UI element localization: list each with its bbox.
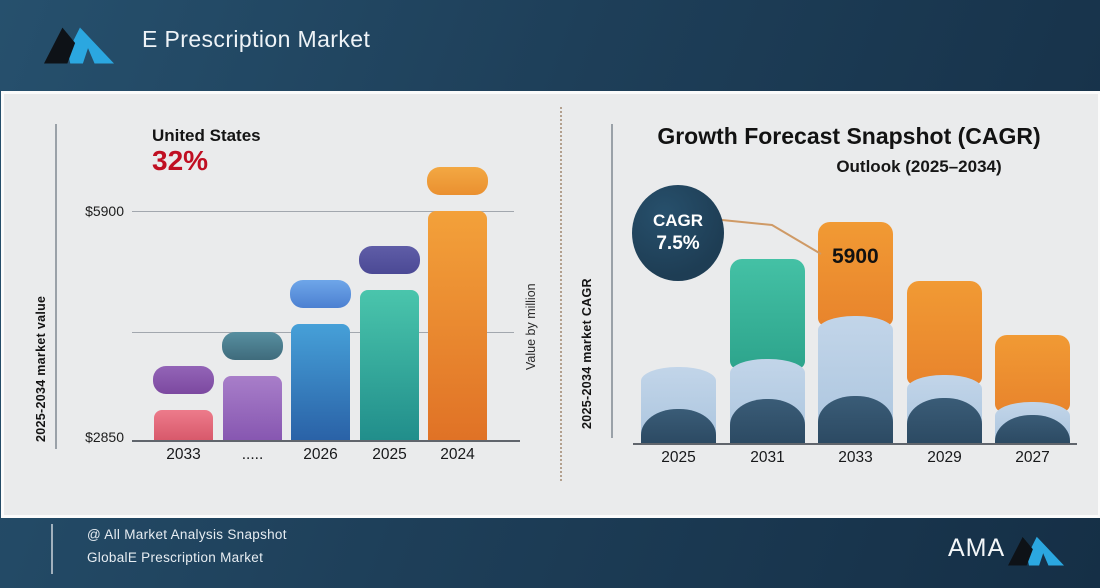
left-pill-2033 xyxy=(153,366,214,394)
right-x-axis-line xyxy=(633,443,1077,445)
left-bar-2025 xyxy=(360,290,419,440)
panel-divider xyxy=(560,107,562,481)
cagr-badge-label: CAGR xyxy=(652,211,704,230)
right-bar-base-2031 xyxy=(730,399,805,443)
left-bar-2024 xyxy=(428,211,487,440)
right-bar-cap-2027 xyxy=(995,335,1070,412)
ama-logo-icon xyxy=(44,27,114,64)
left-x-tick-2026: 2026 xyxy=(303,446,338,463)
left-gridline-5900 xyxy=(132,211,514,212)
footer-divider xyxy=(51,524,53,574)
left-right-axis-label: Value by million xyxy=(524,283,538,370)
bar-value-annotation: 5900 xyxy=(832,245,879,268)
right-chart-subtitle: Outlook (2025–2034) xyxy=(836,157,1002,176)
footer: @ All Market Analysis Snapshot GlobalE P… xyxy=(0,512,1100,588)
right-bar-base-2033 xyxy=(818,396,893,443)
footer-brand-text: AMA xyxy=(948,534,1006,562)
left-y-axis-line xyxy=(55,124,57,449)
page-title: E Prescription Market xyxy=(142,26,371,52)
left-pill-2025 xyxy=(359,246,420,274)
left-chart-title: United States xyxy=(152,126,261,145)
left-x-tick-2024: 2024 xyxy=(440,446,475,463)
right-chart-title: Growth Forecast Snapshot (CAGR) xyxy=(657,123,1041,149)
right-bar-cap-2029 xyxy=(907,281,982,385)
header: E Prescription Market xyxy=(0,0,1100,91)
left-pill-..... xyxy=(222,332,283,360)
right-bar-base-2029 xyxy=(907,398,982,443)
content-area: 2025-2034 market value $5900 $2850 Unite… xyxy=(1,91,1100,518)
left-y-tick-2850: $2850 xyxy=(85,429,124,445)
left-pill-2024 xyxy=(427,167,488,195)
cagr-badge: CAGR 7.5% xyxy=(632,185,724,281)
left-bar-..... xyxy=(223,376,282,440)
footer-credit-line: @ All Market Analysis Snapshot xyxy=(87,527,287,542)
right-y-axis-label: 2025-2034 market CAGR xyxy=(580,278,594,430)
left-bar-2026 xyxy=(291,324,350,440)
left-x-tick-2033: 2033 xyxy=(166,446,201,463)
right-x-tick-2027: 2027 xyxy=(1015,449,1050,466)
footer-report-name: GlobalE Prescription Market xyxy=(87,550,264,565)
cagr-badge-value: 7.5% xyxy=(656,233,700,254)
left-bar-2033 xyxy=(154,410,213,440)
left-x-tick-2025: 2025 xyxy=(372,446,407,463)
left-pill-2026 xyxy=(290,280,351,308)
footer-ama-logo-icon xyxy=(1008,536,1064,566)
left-x-axis-line xyxy=(132,440,520,442)
left-x-tick-.....: ..... xyxy=(241,446,264,463)
right-bar-cap-2033 xyxy=(818,222,893,326)
right-y-axis-line xyxy=(611,124,613,438)
right-x-tick-2025: 2025 xyxy=(661,449,696,466)
right-x-tick-2033: 2033 xyxy=(838,449,873,466)
left-y-axis-label: 2025-2034 market value xyxy=(34,295,48,443)
right-bar-cap-2031 xyxy=(730,259,805,369)
left-chart-highlight-value: 32% xyxy=(152,145,209,176)
right-bar-base-2025 xyxy=(641,409,716,443)
right-x-tick-2029: 2029 xyxy=(927,449,962,466)
right-x-tick-2031: 2031 xyxy=(750,449,785,466)
left-y-tick-5900: $5900 xyxy=(85,203,124,219)
